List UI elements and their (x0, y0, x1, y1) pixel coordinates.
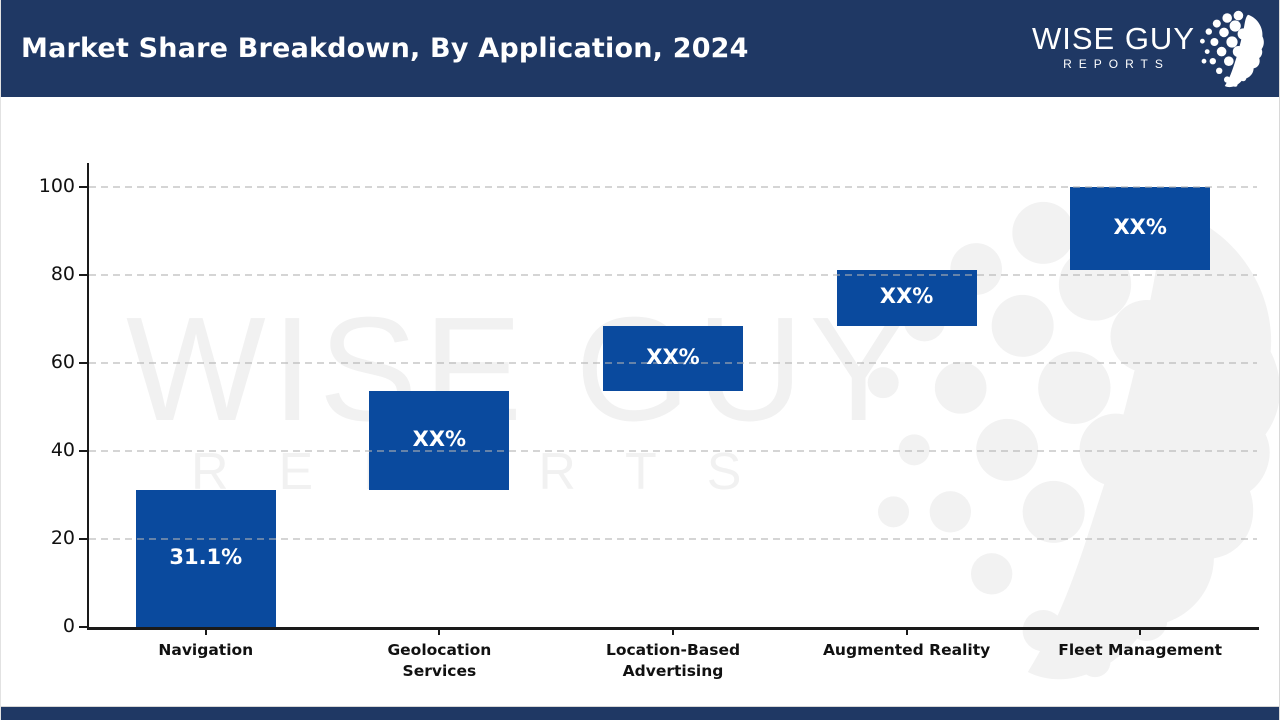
category-label-fleet-management: Fleet Management (1025, 640, 1255, 661)
y-tick-label: 0 (62, 615, 75, 637)
y-tick-mark (79, 362, 89, 364)
y-tick-mark (79, 538, 89, 540)
category-label-line: Services (402, 662, 477, 680)
category-label-line: Navigation (158, 641, 254, 659)
bar-location-based-advertising (603, 326, 743, 392)
y-tick-mark (79, 450, 89, 452)
category-label-line: Advertising (622, 662, 724, 680)
category-label-location-based-advertising: Location-Based Advertising (558, 640, 788, 682)
gridline-40 (89, 450, 1257, 452)
header: Market Share Breakdown, By Application, … (1, 0, 1279, 97)
bar-value-label: XX% (412, 426, 467, 451)
y-tick-label: 60 (50, 351, 75, 373)
bar-geolocation-services (369, 391, 510, 491)
category-label-line: Augmented Reality (822, 641, 991, 659)
category-label-augmented-reality: Augmented Reality (792, 640, 1022, 661)
x-tick-mark (204, 629, 207, 635)
x-tick-mark (905, 629, 908, 635)
footer-bar (1, 706, 1279, 720)
logo-wordmark: WISE GUY REPORTS (1031, 21, 1195, 72)
bar-value-label: XX% (879, 284, 934, 309)
y-tick-label: 80 (50, 263, 75, 285)
wiseguy-logo: WISE GUY REPORTS (1017, 6, 1267, 92)
logo-wordmark-line1: WISE GUY (1031, 21, 1195, 56)
bar-value-label: 31.1% (169, 544, 243, 569)
x-tick-mark (438, 629, 441, 635)
gridline-100 (89, 186, 1257, 188)
bar-value-label: XX% (1113, 214, 1167, 239)
gridline-20 (89, 538, 1257, 540)
y-tick-label: 100 (38, 175, 75, 197)
y-tick-mark (79, 186, 89, 188)
y-axis (87, 163, 89, 629)
x-tick-mark (672, 629, 674, 635)
y-tick-label: 20 (50, 527, 75, 549)
logo-wordmark-line2: REPORTS (1063, 57, 1170, 71)
y-tick-mark (79, 626, 89, 628)
x-axis (87, 627, 1259, 630)
x-tick-mark (1139, 629, 1142, 635)
logo-face-icon (1200, 10, 1264, 88)
page-title: Market Share Breakdown, By Application, … (21, 33, 749, 64)
category-label-geolocation-services: Geolocation Services (324, 640, 554, 682)
category-label-line: Fleet Management (1058, 641, 1223, 659)
category-label-line: Location-Based (605, 641, 741, 659)
category-label-navigation: Navigation (91, 640, 321, 661)
y-tick-mark (79, 274, 89, 276)
bar-value-label: XX% (646, 344, 700, 369)
category-label-line: Geolocation (387, 641, 492, 659)
y-tick-label: 40 (50, 439, 75, 461)
gridline-60 (89, 362, 1257, 364)
gridline-80 (89, 274, 1257, 276)
bar-navigation (135, 490, 276, 627)
